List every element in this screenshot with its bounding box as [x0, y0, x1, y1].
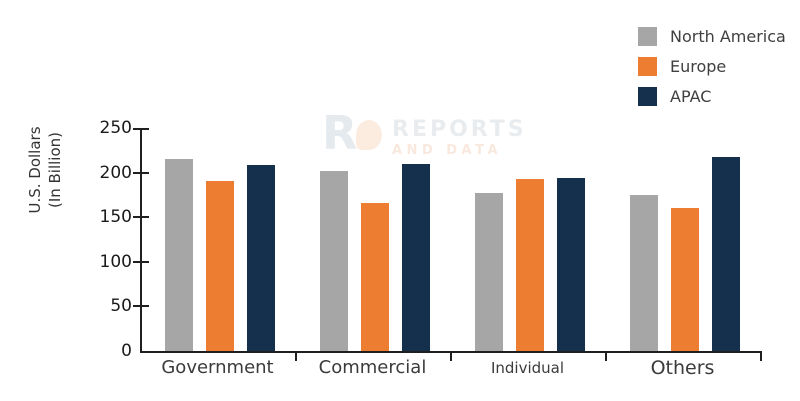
y-axis-tick	[133, 216, 149, 219]
y-axis-tick-label: 0	[121, 341, 132, 361]
y-axis-tick	[133, 171, 149, 174]
category-label-others: Others	[650, 357, 715, 379]
y-axis-tick-label: 100	[99, 251, 132, 272]
bar-apac	[401, 164, 430, 351]
x-axis-tick	[295, 353, 297, 361]
x-axis-tick	[450, 353, 452, 361]
bar-apac	[246, 165, 275, 351]
bar-group-individual	[452, 128, 607, 351]
category-label-commercial: Commercial	[318, 357, 427, 378]
y-axis-tick-label: 250	[99, 118, 132, 138]
bar-europe	[360, 203, 389, 351]
legend-swatch-icon	[638, 57, 657, 76]
x-axis-category-labels: Government Commercial Individual Others	[140, 357, 760, 379]
legend-swatch-icon	[638, 27, 657, 46]
y-axis-tick	[133, 305, 149, 308]
y-axis-tick-labels: 250 200 150 100 50 0	[0, 118, 132, 361]
bar-north-america	[629, 195, 658, 351]
bar-north-america	[474, 193, 503, 351]
bar-group-others	[607, 128, 762, 351]
legend-swatch-icon	[638, 87, 657, 106]
bar-apac	[556, 178, 585, 351]
legend-item: Europe	[638, 57, 786, 76]
bar-apac	[711, 157, 740, 351]
bar-europe	[670, 208, 699, 351]
legend: North America Europe APAC	[638, 27, 786, 106]
legend-label: APAC	[670, 87, 712, 106]
category-label-individual: Individual	[490, 359, 565, 377]
y-axis-tick-label: 150	[99, 207, 132, 228]
legend-item: North America	[638, 27, 786, 46]
y-axis-tick-label: 50	[110, 296, 132, 317]
bar-europe	[515, 179, 544, 351]
bar-north-america	[164, 159, 193, 351]
y-axis-tick-label: 200	[99, 162, 132, 183]
bar-europe	[205, 181, 234, 351]
bar-group-commercial	[297, 128, 452, 351]
x-axis-tick	[605, 353, 607, 361]
plot-area	[133, 128, 762, 361]
x-axis-tick	[760, 353, 762, 361]
y-axis-tick	[133, 128, 149, 130]
legend-label: Europe	[670, 57, 727, 76]
legend-label: North America	[670, 27, 786, 46]
bar-north-america	[319, 171, 348, 351]
y-axis-tick	[133, 260, 149, 263]
bar-group-government	[142, 128, 297, 351]
bar-groups	[142, 128, 762, 351]
category-label-government: Government	[161, 357, 274, 378]
legend-item: APAC	[638, 87, 786, 106]
